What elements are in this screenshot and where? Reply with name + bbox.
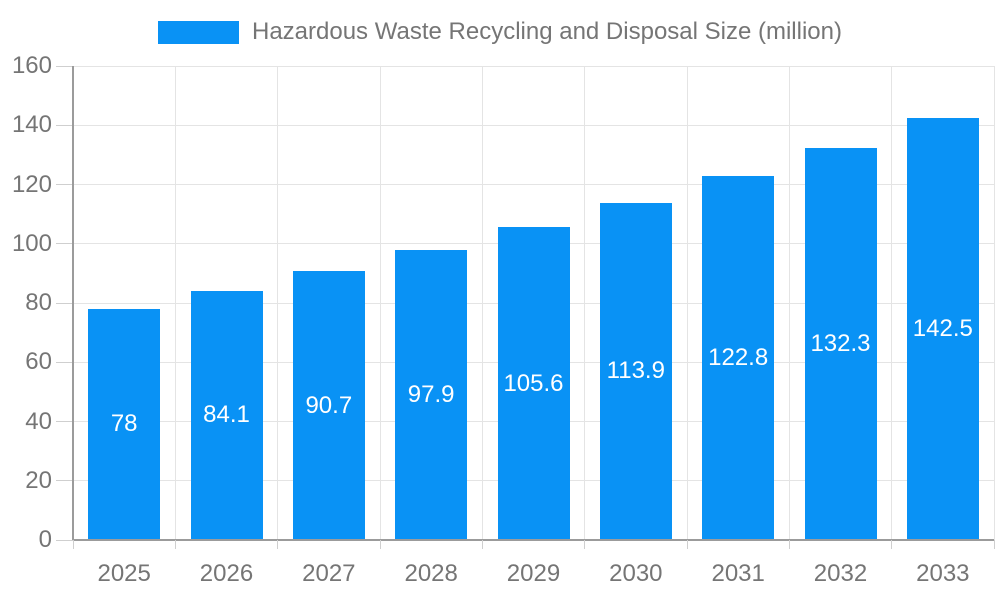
y-axis-label: 40 — [25, 407, 52, 435]
v-gridline-5 — [584, 66, 586, 540]
y-tick-80 — [56, 302, 73, 304]
x-tick-9 — [993, 540, 995, 549]
x-axis-line — [73, 539, 994, 541]
x-tick-2 — [277, 540, 279, 549]
y-tick-20 — [56, 480, 73, 482]
y-axis-label: 60 — [25, 348, 52, 376]
y-axis-label: 20 — [25, 466, 52, 494]
y-axis-label: 0 — [38, 526, 52, 553]
bar-value-label: 78 — [110, 410, 138, 438]
v-gridline-6 — [686, 66, 688, 540]
x-tick-5 — [584, 540, 586, 549]
x-tick-8 — [891, 540, 893, 549]
x-tick-0 — [72, 540, 74, 549]
x-axis-label: 2029 — [506, 560, 561, 587]
v-gridline-9 — [993, 66, 995, 540]
bar-value-label: 142.5 — [912, 314, 973, 342]
legend-swatch[interactable] — [157, 20, 239, 44]
legend[interactable]: Hazardous Waste Recycling and Disposal S… — [0, 18, 1000, 46]
v-gridline-8 — [891, 66, 893, 540]
y-tick-60 — [56, 361, 73, 363]
h-gridline-160 — [73, 65, 994, 67]
bar-2032[interactable] — [804, 148, 877, 540]
x-axis-label: 2028 — [404, 560, 458, 587]
y-tick-100 — [56, 243, 73, 245]
x-axis-label: 2033 — [916, 560, 970, 587]
bar-2027[interactable] — [292, 271, 365, 540]
x-tick-7 — [788, 540, 790, 549]
bar-2028[interactable] — [395, 249, 468, 540]
v-gridline-3 — [379, 66, 381, 540]
bar-value-label: 90.7 — [305, 391, 353, 419]
v-gridline-2 — [277, 66, 279, 540]
x-tick-4 — [481, 540, 483, 549]
bar-value-label: 97.9 — [407, 380, 455, 408]
x-tick-6 — [686, 540, 688, 549]
x-axis-label: 2026 — [199, 560, 254, 587]
bar-2026[interactable] — [190, 290, 263, 540]
y-axis-line — [72, 66, 74, 540]
bar-2025[interactable] — [88, 308, 161, 540]
bar-value-label: 132.3 — [810, 330, 871, 358]
bar-2029[interactable] — [497, 227, 570, 540]
y-tick-140 — [56, 124, 73, 126]
bar-2031[interactable] — [702, 176, 775, 540]
y-tick-0 — [56, 539, 73, 541]
y-tick-40 — [56, 421, 73, 422]
bar-value-label: 105.6 — [503, 369, 564, 397]
x-tick-1 — [174, 540, 176, 549]
y-axis-label: 100 — [11, 229, 52, 257]
x-axis-label: 2027 — [302, 560, 356, 587]
bar-value-label: 122.8 — [708, 344, 769, 372]
v-gridline-4 — [481, 66, 483, 540]
y-axis-label: 80 — [25, 289, 52, 316]
h-gridline-120 — [73, 184, 994, 185]
h-gridline-140 — [73, 124, 994, 126]
x-axis-label: 2031 — [711, 560, 765, 587]
y-tick-120 — [56, 184, 73, 185]
y-axis-label: 120 — [11, 170, 52, 198]
y-tick-160 — [56, 65, 73, 67]
bar-value-label: 113.9 — [606, 357, 665, 385]
x-axis-label: 2030 — [609, 560, 663, 587]
x-axis-label: 2025 — [97, 560, 151, 587]
y-axis-label: 140 — [11, 111, 52, 139]
bar-value-label: 84.1 — [203, 401, 250, 429]
bar-2030[interactable] — [599, 202, 672, 540]
plot-area: 0 20 40 60 80 100 120 140 160 78 2025 84.1 2026 90.7 2… — [12, 52, 995, 587]
x-axis-label: 2032 — [813, 560, 868, 587]
v-gridline-1 — [174, 66, 176, 540]
x-tick-3 — [379, 540, 381, 549]
bar-2033[interactable] — [906, 117, 979, 540]
legend-label: Hazardous Waste Recycling and Disposal S… — [251, 18, 842, 45]
v-gridline-7 — [788, 66, 790, 540]
y-axis-label: 160 — [11, 52, 52, 79]
